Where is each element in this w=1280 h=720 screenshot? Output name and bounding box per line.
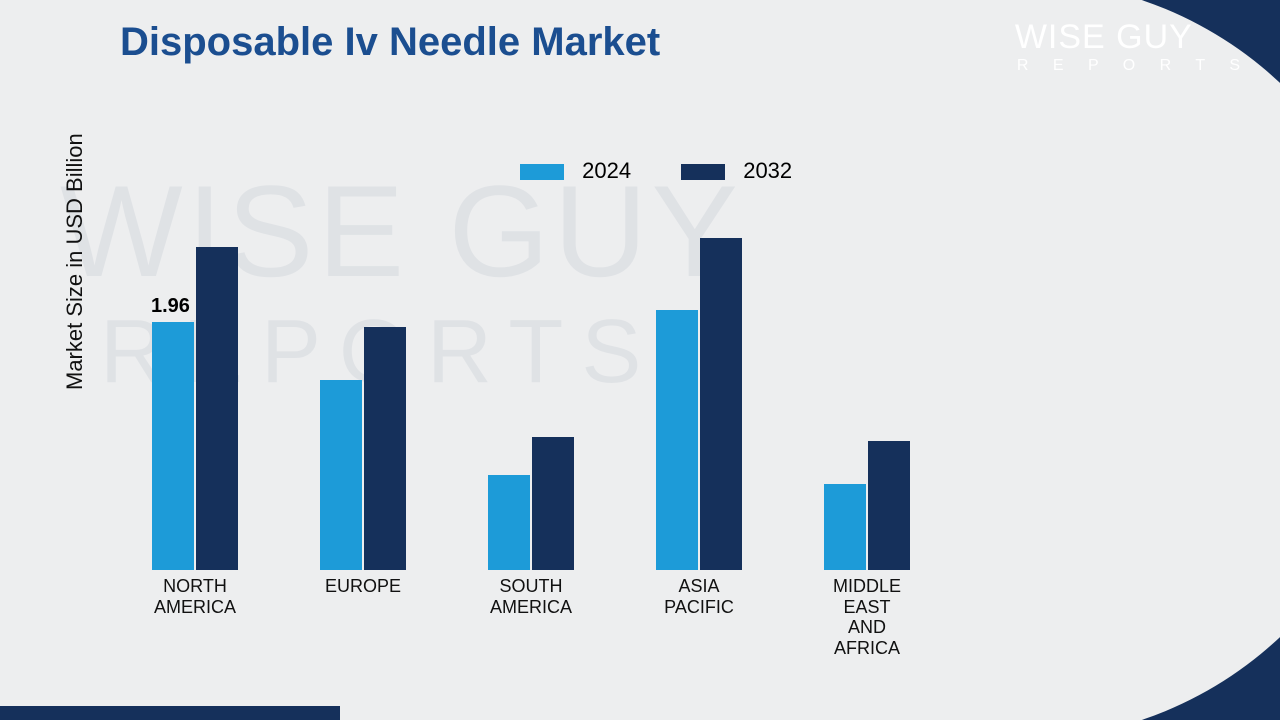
- bar: [152, 322, 194, 570]
- bar-group: SOUTHAMERICA: [488, 190, 574, 570]
- legend-item-2032: 2032: [681, 158, 792, 184]
- legend: 2024 2032: [520, 158, 792, 184]
- category-label: EUROPE: [302, 570, 424, 597]
- bar-group: MIDDLEEASTANDAFRICA: [824, 190, 910, 570]
- page-root: WISE GUY REPORTS WISE GUY R E P O R T S …: [0, 0, 1280, 720]
- bar-chart: 1.96NORTHAMERICA EUROPE SOUTHAMERICA ASIAPA…: [102, 190, 922, 570]
- legend-item-2024: 2024: [520, 158, 631, 184]
- bar: [320, 380, 362, 570]
- chart-title: Disposable Iv Needle Market: [120, 20, 660, 65]
- legend-label-2024: 2024: [582, 158, 631, 183]
- bar: [824, 484, 866, 570]
- category-label: SOUTHAMERICA: [470, 570, 592, 617]
- brand-logo-line2: R E P O R T S: [1017, 57, 1250, 75]
- bar: [364, 327, 406, 570]
- brand-logo-line1: WISE GUY: [1015, 18, 1250, 57]
- bar: [700, 238, 742, 570]
- legend-swatch-2024: [520, 164, 564, 180]
- category-label: NORTHAMERICA: [134, 570, 256, 617]
- bar-group: ASIAPACIFIC: [656, 190, 742, 570]
- category-label: MIDDLEEASTANDAFRICA: [806, 570, 928, 659]
- bar: [532, 437, 574, 570]
- y-axis-label: Market Size in USD Billion: [62, 133, 88, 390]
- category-label: ASIAPACIFIC: [638, 570, 760, 617]
- bottom-accent-bar: [0, 706, 340, 720]
- plot-area: 1.96NORTHAMERICA EUROPE SOUTHAMERICA ASIAPA…: [102, 190, 922, 570]
- bar-group: 1.96NORTHAMERICA: [152, 190, 238, 570]
- bar: [488, 475, 530, 570]
- legend-label-2032: 2032: [743, 158, 792, 183]
- legend-swatch-2032: [681, 164, 725, 180]
- bar-group: EUROPE: [320, 190, 406, 570]
- bar: [196, 247, 238, 570]
- bar-value-label: 1.96: [151, 295, 190, 318]
- bar: [868, 441, 910, 570]
- bar: [656, 310, 698, 570]
- brand-logo: WISE GUY R E P O R T S: [1015, 18, 1250, 75]
